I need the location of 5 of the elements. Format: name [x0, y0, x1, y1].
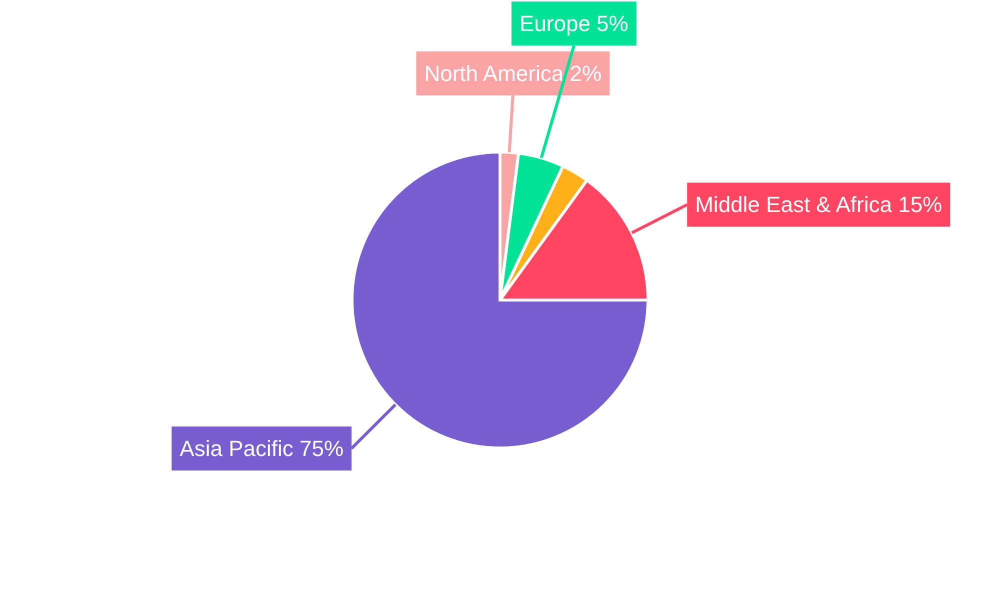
slice-label: Asia Pacific 75% [180, 436, 344, 461]
slice-label: North America 2% [424, 60, 602, 86]
slice-label: Middle East & Africa 15% [695, 192, 942, 218]
pie-slice [350, 150, 650, 450]
slice-label: Europe 5% [520, 11, 628, 36]
